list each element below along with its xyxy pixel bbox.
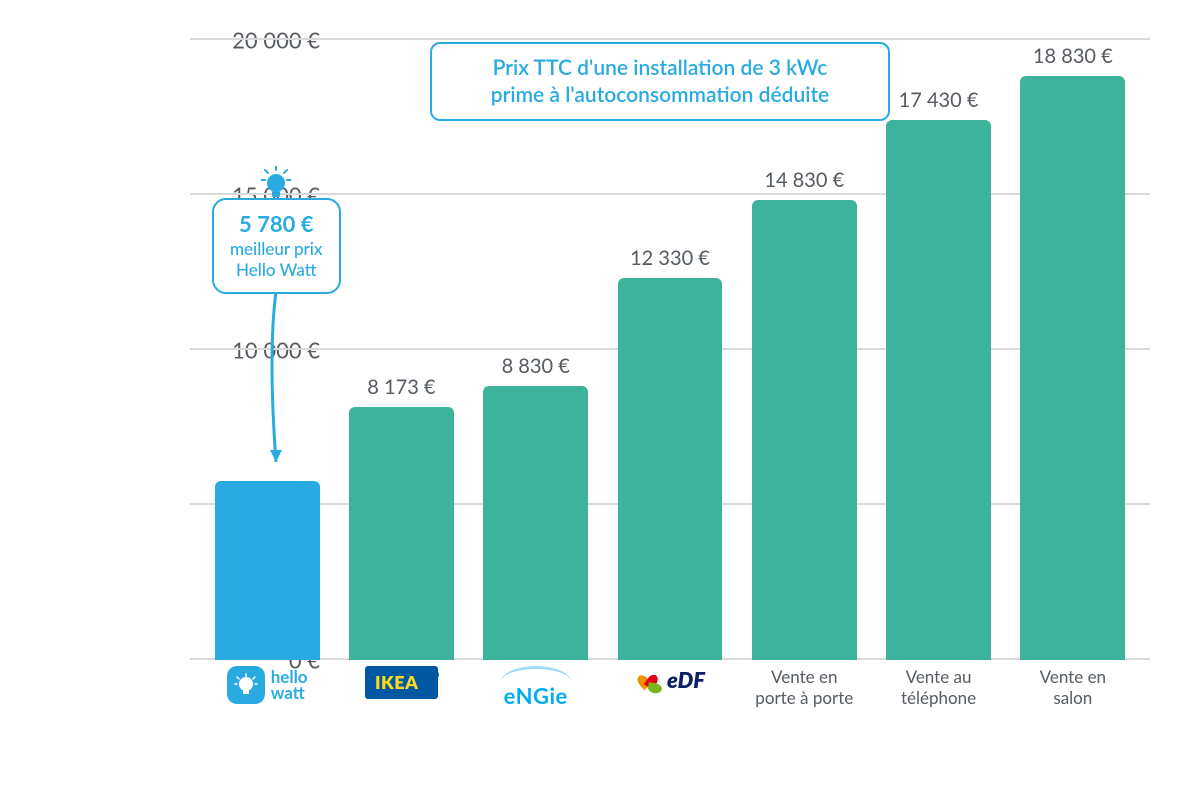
xlabel-line2: porte à porte: [755, 687, 853, 708]
xlabel-tel: Vente au téléphone: [871, 666, 1005, 710]
ikea-logo: IKEA: [365, 666, 438, 699]
bar-ikea: 8 173 €: [334, 40, 468, 660]
bar: [215, 481, 320, 660]
callout-arrow-icon: [264, 292, 288, 482]
engie-logo: eNGie: [501, 666, 571, 710]
bar: [483, 386, 588, 660]
bar: [349, 407, 454, 660]
hellowatt-logo-text2: watt: [271, 685, 308, 701]
xlabel-line1: Vente au: [906, 666, 972, 687]
bar-salon: 18 830 €: [1006, 40, 1140, 660]
xlabel-salon: Vente en salon: [1006, 666, 1140, 710]
callout-sub1: meilleur prix: [230, 238, 323, 259]
hellowatt-logo: hello watt: [227, 666, 308, 704]
bar-value: 18 830 €: [1033, 44, 1113, 68]
xlabel-hellowatt: hello watt: [200, 666, 334, 710]
bar: [618, 278, 723, 660]
xlabel-line1: Vente en: [771, 666, 837, 687]
bar-tel: 17 430 €: [871, 40, 1005, 660]
bar-value: 8 173 €: [367, 375, 435, 399]
edf-logo: eDF: [635, 666, 705, 694]
x-axis-labels: hello watt IKEA eNGie eDF: [190, 666, 1150, 710]
bar: [886, 120, 991, 660]
xlabel-ikea: IKEA: [334, 666, 468, 710]
callout-sub2: Hello Watt: [230, 259, 323, 280]
xlabel-line2: téléphone: [901, 687, 976, 708]
lightbulb-icon: [261, 166, 291, 207]
chart-title: Prix TTC d'une installation de 3 kWc pri…: [430, 42, 890, 121]
bar-engie: 8 830 €: [469, 40, 603, 660]
xlabel-engie: eNGie: [469, 666, 603, 710]
callout-box: 5 780 € meilleur prix Hello Watt: [212, 198, 341, 294]
engie-logo-text: eNGie: [504, 682, 568, 710]
bar-porte: 14 830 €: [737, 40, 871, 660]
bar-value: 8 830 €: [502, 354, 570, 378]
xlabel-edf: eDF: [603, 666, 737, 710]
bar: [1020, 76, 1125, 660]
edf-logo-text: eDF: [667, 666, 705, 694]
bar-edf: 12 330 €: [603, 40, 737, 660]
bar-value: 12 330 €: [630, 246, 710, 270]
engie-logo-arc-icon: [501, 666, 571, 682]
bar-value: 17 430 €: [899, 88, 979, 112]
bar-value: 14 830 €: [764, 168, 844, 192]
bar: [752, 200, 857, 660]
bars-container: 8 173 € 8 830 € 12 330 € 14 830 € 17 430…: [190, 40, 1150, 660]
hellowatt-logo-icon: [227, 666, 265, 704]
hellowatt-callout: 5 780 € meilleur prix Hello Watt: [212, 198, 341, 294]
price-comparison-chart: 0 € 5 000 € 10 000 € 15 000 € 20 000 € 8…: [70, 30, 1170, 750]
title-line2: prime à l'autoconsommation déduite: [491, 82, 829, 107]
plot-area: 8 173 € 8 830 € 12 330 € 14 830 € 17 430…: [190, 40, 1150, 660]
edf-logo-icon: [635, 667, 661, 693]
xlabel-line2: salon: [1053, 687, 1092, 708]
xlabel-porte: Vente en porte à porte: [737, 666, 871, 710]
xlabel-line1: Vente en: [1040, 666, 1106, 687]
title-line1: Prix TTC d'une installation de 3 kWc: [493, 55, 828, 80]
callout-price: 5 780 €: [230, 210, 323, 238]
